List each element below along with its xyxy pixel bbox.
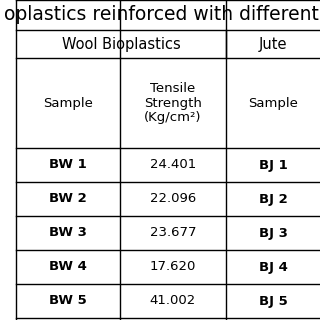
Text: Wool Bioplastics: Wool Bioplastics: [62, 36, 180, 52]
Text: 24.401: 24.401: [150, 158, 196, 172]
Text: oplastics reinforced with different t: oplastics reinforced with different t: [4, 5, 320, 25]
Text: Jute: Jute: [259, 36, 287, 52]
Text: BW 2: BW 2: [49, 193, 87, 205]
Text: BW 3: BW 3: [49, 227, 87, 239]
Text: 22.096: 22.096: [150, 193, 196, 205]
Text: BJ 2: BJ 2: [259, 193, 287, 205]
Text: BW 1: BW 1: [49, 158, 87, 172]
Text: BJ 3: BJ 3: [259, 227, 287, 239]
Text: Tensile
Strength
(Kg/cm²): Tensile Strength (Kg/cm²): [144, 82, 202, 124]
Text: BJ 1: BJ 1: [259, 158, 287, 172]
Text: BJ 4: BJ 4: [259, 260, 287, 274]
Text: Sample: Sample: [43, 97, 93, 109]
Text: BW 5: BW 5: [49, 294, 87, 308]
Text: 41.002: 41.002: [150, 294, 196, 308]
Text: BJ 5: BJ 5: [259, 294, 287, 308]
Text: Sample: Sample: [248, 97, 298, 109]
Text: 17.620: 17.620: [150, 260, 196, 274]
Text: 23.677: 23.677: [150, 227, 196, 239]
Text: BW 4: BW 4: [49, 260, 87, 274]
